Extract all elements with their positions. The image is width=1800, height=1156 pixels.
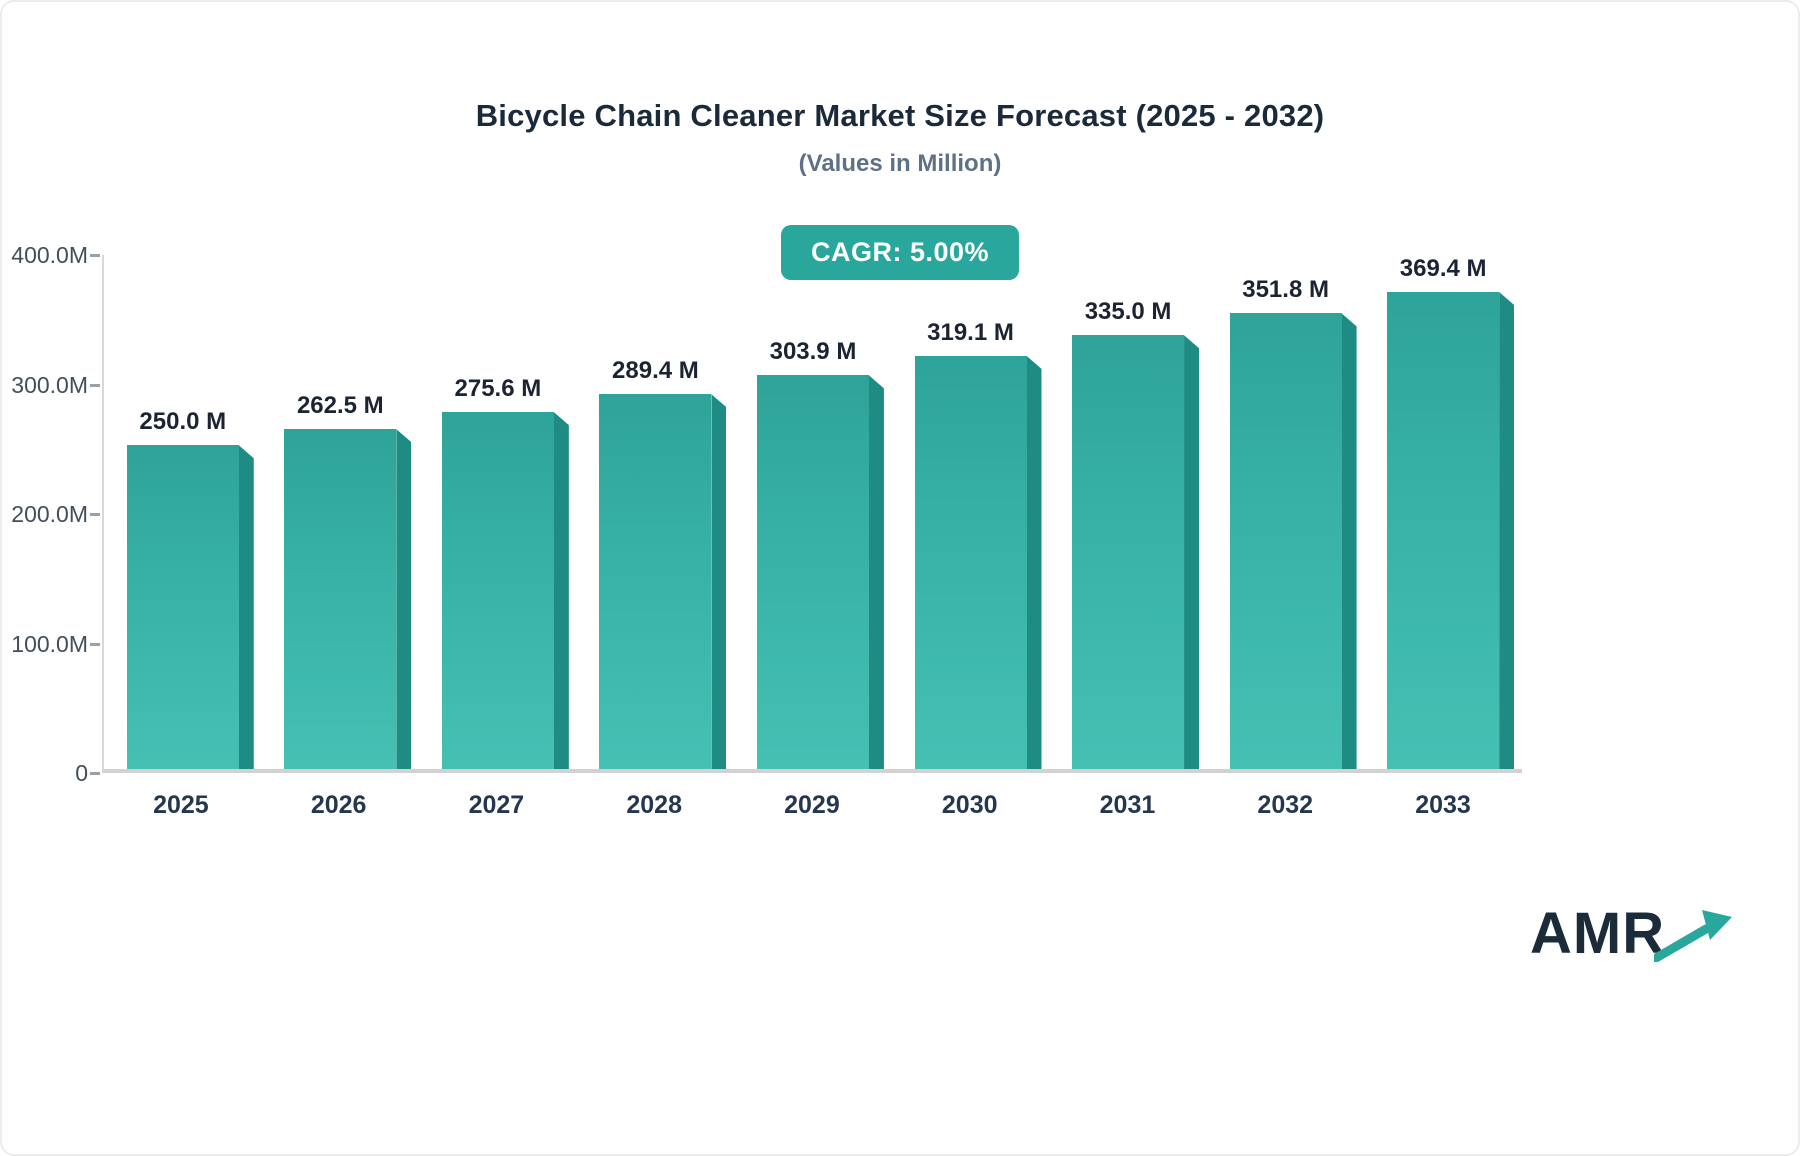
x-tick-label: 2033 (1415, 791, 1471, 819)
bar-column-2025: 250.0 M (104, 255, 261, 769)
y-tick-mark (90, 513, 100, 516)
x-tick-label: 2030 (941, 791, 998, 819)
chart-area: 0 100.0M 200.0M 300.0M 400.0M 250.0 M 262.5 M… (2, 242, 1562, 819)
bar-value-label: 275.6 M (454, 375, 542, 403)
bar (599, 394, 712, 769)
x-tick-label: 2032 (1257, 791, 1314, 819)
y-tick-label: 200.0M (11, 501, 88, 527)
x-tick-label: 2025 (153, 791, 209, 819)
x-tick-label: 2031 (1099, 791, 1156, 819)
bar-column-2033: 369.4 M (1365, 255, 1522, 769)
y-tick-mark (90, 772, 100, 775)
chart-subtitle: (Values in Million) (798, 150, 1002, 177)
bar-value-label: 250.0 M (139, 408, 227, 436)
y-tick-mark (90, 254, 100, 257)
y-tick-label: 400.0M (11, 242, 88, 268)
bar (284, 429, 397, 769)
bar-value-label: 369.4 M (1399, 255, 1487, 282)
bar-value-label: 303.9 M (769, 338, 857, 366)
chart-title: Bicycle Chain Cleaner Market Size Foreca… (475, 98, 1325, 133)
y-tick-mark (90, 383, 100, 387)
amr-logo-arrow-icon (1654, 910, 1732, 962)
bar (1229, 313, 1342, 769)
bar (914, 355, 1027, 769)
plot-area: 250.0 M 262.5 M 275.6 M 289.4 M 303.9 M 319.1… (102, 255, 1522, 773)
y-axis: 0 100.0M 200.0M 300.0M 400.0M (2, 242, 102, 786)
bar-value-label: 262.5 M (296, 392, 384, 420)
bar-column-2032: 351.8 M (1207, 255, 1364, 769)
bar-value-label: 289.4 M (612, 357, 699, 385)
cagr-badge: CAGR: 5.00% (780, 225, 1020, 280)
bar-column-2029: 303.9 M (734, 255, 891, 769)
bar (756, 375, 869, 769)
bar-column-2027: 275.6 M (419, 255, 576, 769)
x-tick-label: 2027 (468, 791, 525, 819)
x-tick-label: 2028 (626, 791, 682, 819)
y-tick-mark (90, 642, 100, 646)
bar-column-2026: 262.5 M (262, 255, 419, 769)
y-tick-label: 100.0M (11, 630, 88, 657)
amr-logo: AMR (1530, 900, 1740, 980)
bar (126, 445, 239, 769)
bar (1072, 335, 1185, 769)
y-tick-label: 300.0M (11, 371, 88, 398)
amr-logo-text: AMR (1530, 901, 1666, 966)
bar-column-2028: 289.4 M (577, 255, 734, 769)
bar-column-2030: 319.1 M (892, 255, 1049, 769)
x-tick-label: 2026 (310, 791, 367, 819)
bar-value-label: 335.0 M (1084, 298, 1172, 326)
bar-column-2031: 335.0 M (1050, 255, 1207, 769)
bar (1387, 292, 1500, 769)
bar-value-label: 351.8 M (1242, 276, 1329, 304)
x-tick-label: 2029 (784, 791, 840, 819)
bar (441, 412, 554, 769)
y-tick-label: 0 (75, 760, 88, 786)
x-axis: 2025 2026 2027 2028 2029 2030 2031 2032 2033 (102, 791, 1522, 820)
bar-value-label: 319.1 M (927, 318, 1014, 346)
